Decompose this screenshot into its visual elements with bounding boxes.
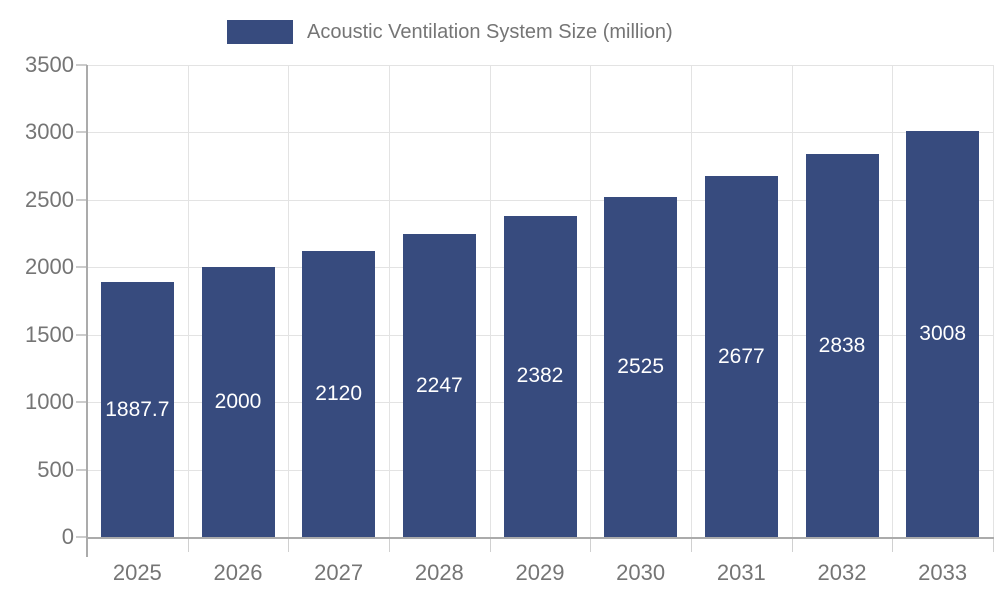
x-axis-line: [86, 537, 994, 539]
x-tick-mark: [590, 539, 592, 552]
legend-label: Acoustic Ventilation System Size (millio…: [307, 20, 673, 43]
x-tick-label: 2031: [716, 560, 766, 585]
y-tick-label: 1000: [25, 389, 74, 415]
bar-value-label: 2000: [214, 390, 262, 414]
bar-value-label: 2838: [818, 333, 866, 357]
h-gridline: [87, 199, 993, 201]
bar-value-label: 2525: [617, 354, 665, 378]
y-tick-label: 2500: [25, 186, 74, 212]
y-tick-mark: [76, 536, 87, 538]
v-gridline: [691, 65, 692, 537]
plot-area: 1887.7 2000 2120 2247 2382 2525 2677 2838 3008: [87, 65, 993, 537]
v-gridline: [389, 65, 390, 537]
y-axis-line: [86, 65, 88, 557]
bar-value-label: 2677: [717, 344, 765, 368]
x-tick-label: 2026: [213, 560, 263, 585]
y-tick-label: 3500: [25, 52, 74, 77]
x-tick-mark: [791, 539, 793, 552]
x-tick-mark: [691, 539, 692, 552]
x-tick-label: 2028: [414, 560, 464, 585]
y-tick-mark: [76, 131, 87, 134]
h-gridline: [87, 132, 993, 134]
legend-swatch: [227, 20, 293, 44]
x-tick-label: 2029: [515, 560, 565, 585]
bar-value-label: 2120: [315, 382, 363, 406]
x-tick-mark: [389, 539, 390, 552]
v-gridline: [791, 65, 793, 537]
x-tick-mark: [892, 539, 894, 552]
bar-value-label: 2382: [516, 364, 564, 388]
x-tick-mark: [993, 539, 994, 552]
bar[interactable]: 2677: [704, 176, 778, 537]
bar[interactable]: 2120: [302, 251, 376, 537]
bar[interactable]: 2247: [402, 233, 476, 537]
y-tick-mark: [76, 198, 87, 201]
x-tick-label: 2032: [817, 560, 867, 585]
plot-border-right: [993, 65, 994, 537]
y-tick-mark: [76, 266, 87, 269]
plot-border-top: [87, 65, 994, 66]
x-tick-mark: [187, 539, 189, 552]
x-tick-mark: [489, 539, 491, 552]
y-tick-mark: [76, 333, 87, 336]
v-gridline: [489, 65, 491, 537]
v-gridline: [590, 65, 592, 537]
x-tick-label: 2030: [616, 560, 666, 585]
bar[interactable]: 3008: [906, 131, 980, 537]
y-tick-mark: [76, 64, 87, 66]
y-tick-label: 500: [37, 456, 74, 482]
v-gridline: [892, 65, 894, 537]
y-tick-label: 1500: [25, 321, 74, 347]
x-tick-label: 2025: [112, 560, 162, 585]
y-tick-label: 2000: [25, 254, 74, 280]
bar-value-label: 3008: [919, 322, 967, 346]
x-tick-mark: [288, 539, 290, 552]
v-gridline: [187, 65, 189, 537]
y-tick-mark: [76, 468, 87, 471]
bar[interactable]: 1887.7: [100, 282, 174, 537]
x-tick-label: 2033: [918, 560, 968, 585]
bar[interactable]: 2382: [503, 215, 577, 537]
legend-item[interactable]: Acoustic Ventilation System Size (millio…: [227, 20, 673, 44]
bar[interactable]: 2000: [201, 267, 275, 537]
y-tick-label: 0: [61, 524, 74, 549]
y-tick-label: 3000: [25, 119, 74, 145]
bar-value-label: 1887.7: [105, 397, 170, 421]
bar-value-label: 2247: [415, 373, 463, 397]
y-tick-mark: [76, 401, 87, 404]
bar[interactable]: 2525: [604, 196, 678, 537]
bar[interactable]: 2838: [805, 154, 879, 537]
x-tick-label: 2027: [314, 560, 364, 585]
v-gridline: [288, 65, 290, 537]
